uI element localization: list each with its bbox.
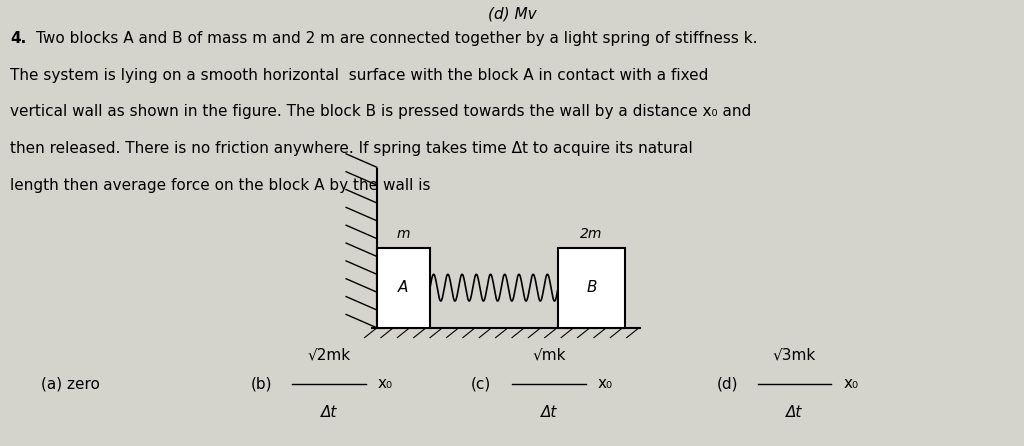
Text: 2m: 2m	[581, 227, 602, 241]
Text: x₀: x₀	[844, 376, 859, 391]
Text: then released. There is no friction anywhere. If spring takes time Δt to acquire: then released. There is no friction anyw…	[10, 141, 693, 156]
Text: 4.: 4.	[10, 31, 27, 46]
Text: x₀: x₀	[378, 376, 393, 391]
Text: m: m	[396, 227, 411, 241]
Text: (d): (d)	[717, 376, 738, 391]
Text: Δt: Δt	[321, 405, 337, 420]
Text: (d) Mv: (d) Mv	[487, 7, 537, 22]
Text: (b): (b)	[251, 376, 272, 391]
Text: (c): (c)	[471, 376, 492, 391]
Text: √mk: √mk	[532, 347, 565, 362]
Text: The system is lying on a smooth horizontal  surface with the block A in contact : The system is lying on a smooth horizont…	[10, 68, 709, 83]
Text: B: B	[586, 280, 597, 295]
Text: (a) zero: (a) zero	[41, 376, 99, 391]
Bar	[377, 248, 430, 328]
Bar	[558, 248, 625, 328]
Text: Δt: Δt	[786, 405, 803, 420]
Text: √2mk: √2mk	[307, 347, 350, 362]
Text: length then average force on the block A by the wall is: length then average force on the block A…	[10, 178, 431, 193]
Text: Two blocks A and B of mass m and 2 m are connected together by a light spring of: Two blocks A and B of mass m and 2 m are…	[36, 31, 758, 46]
Text: vertical wall as shown in the figure. The block B is pressed towards the wall by: vertical wall as shown in the figure. Th…	[10, 104, 752, 120]
Text: A: A	[398, 280, 409, 295]
Text: Δt: Δt	[541, 405, 557, 420]
Text: √3mk: √3mk	[773, 347, 816, 362]
Text: x₀: x₀	[598, 376, 613, 391]
